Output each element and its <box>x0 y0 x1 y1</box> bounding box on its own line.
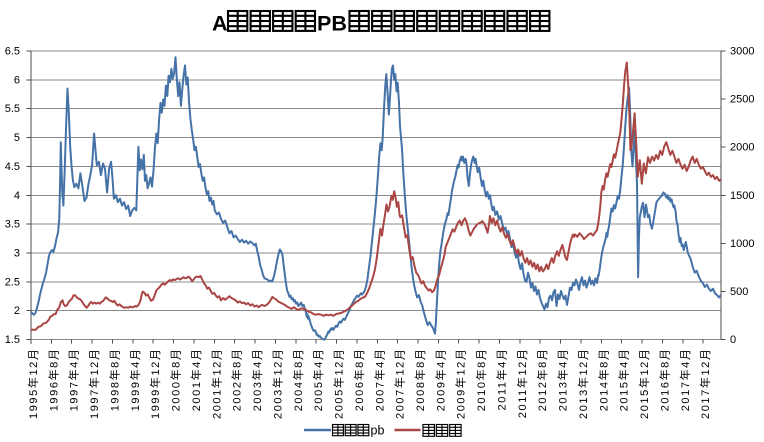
svg-text:5.5: 5.5 <box>5 103 20 115</box>
svg-text:3.5: 3.5 <box>5 219 20 231</box>
svg-text:2.5: 2.5 <box>5 276 20 288</box>
svg-text:2013年12月: 2013年12月 <box>576 348 590 420</box>
svg-text:6: 6 <box>14 74 20 86</box>
svg-text:5: 5 <box>14 132 20 144</box>
svg-text:2007年12月: 2007年12月 <box>393 348 407 420</box>
svg-text:2010年8月: 2010年8月 <box>474 348 488 412</box>
svg-text:2014年8月: 2014年8月 <box>596 348 610 412</box>
svg-text:2017年4月: 2017年4月 <box>678 348 692 412</box>
svg-text:1.5: 1.5 <box>5 334 20 346</box>
svg-text:2009年4月: 2009年4月 <box>433 348 447 412</box>
svg-text:2004年8月: 2004年8月 <box>291 348 305 412</box>
svg-text:pb: pb <box>371 424 385 438</box>
svg-text:2006年8月: 2006年8月 <box>352 348 366 412</box>
svg-text:1996年8月: 1996年8月 <box>46 348 60 412</box>
svg-text:A: A <box>212 12 228 36</box>
svg-text:4.5: 4.5 <box>5 161 20 173</box>
svg-text:1500: 1500 <box>730 190 754 202</box>
svg-text:2001年4月: 2001年4月 <box>189 348 203 412</box>
svg-text:2012年8月: 2012年8月 <box>535 348 549 412</box>
svg-text:4: 4 <box>14 190 20 202</box>
svg-text:2003年12月: 2003年12月 <box>270 348 284 420</box>
svg-text:2: 2 <box>14 305 20 317</box>
svg-text:2002年8月: 2002年8月 <box>230 348 244 412</box>
svg-text:2000年8月: 2000年8月 <box>169 348 183 412</box>
svg-text:0: 0 <box>730 334 736 346</box>
svg-text:2001年12月: 2001年12月 <box>209 348 223 420</box>
svg-text:3000: 3000 <box>730 46 754 58</box>
svg-text:2005年12月: 2005年12月 <box>332 348 346 420</box>
svg-text:6.5: 6.5 <box>5 46 20 58</box>
svg-text:500: 500 <box>730 286 748 298</box>
svg-text:2007年4月: 2007年4月 <box>372 348 386 412</box>
svg-text:2003年4月: 2003年4月 <box>250 348 264 412</box>
svg-text:2011年4月: 2011年4月 <box>494 348 508 411</box>
svg-text:2011年12月: 2011年12月 <box>515 348 529 419</box>
svg-text:2016年8月: 2016年8月 <box>657 348 671 412</box>
svg-text:1997年12月: 1997年12月 <box>87 348 101 420</box>
svg-text:2000: 2000 <box>730 142 754 154</box>
svg-text:1995年12月: 1995年12月 <box>26 348 40 420</box>
svg-text:1997年4月: 1997年4月 <box>67 348 81 412</box>
svg-text:2008年8月: 2008年8月 <box>413 348 427 412</box>
svg-text:2005年4月: 2005年4月 <box>311 348 325 412</box>
svg-text:2009年12月: 2009年12月 <box>454 348 468 420</box>
svg-text:3: 3 <box>14 247 20 259</box>
svg-text:1998年8月: 1998年8月 <box>107 348 121 412</box>
svg-text:1999年4月: 1999年4月 <box>128 348 142 412</box>
svg-text:1000: 1000 <box>730 238 754 250</box>
svg-text:2017年12月: 2017年12月 <box>698 348 712 420</box>
svg-text:PB: PB <box>317 12 347 36</box>
svg-text:1999年12月: 1999年12月 <box>148 348 162 420</box>
svg-text:2015年12月: 2015年12月 <box>637 348 651 420</box>
svg-text:2013年4月: 2013年4月 <box>556 348 570 412</box>
svg-text:2500: 2500 <box>730 94 754 106</box>
svg-text:2015年4月: 2015年4月 <box>617 348 631 412</box>
